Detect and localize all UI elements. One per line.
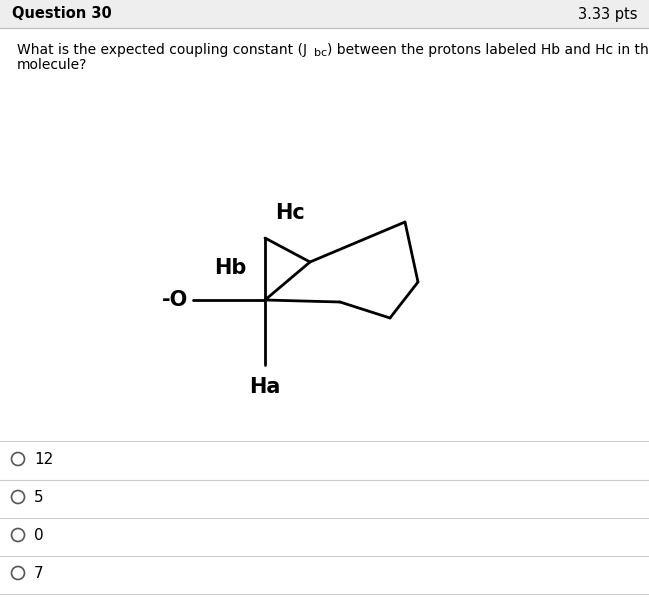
Text: Hb: Hb — [215, 258, 247, 278]
Text: Ha: Ha — [249, 377, 280, 397]
Circle shape — [12, 528, 25, 541]
Text: -O: -O — [162, 290, 188, 310]
Text: ) between the protons labeled Hb and Hc in the following: ) between the protons labeled Hb and Hc … — [327, 43, 649, 57]
Text: bc: bc — [314, 48, 327, 58]
Text: molecule?: molecule? — [17, 58, 88, 72]
Circle shape — [12, 491, 25, 504]
Text: Question 30: Question 30 — [12, 7, 112, 22]
Text: 0: 0 — [34, 528, 43, 542]
Text: 12: 12 — [34, 451, 53, 467]
Text: 3.33 pts: 3.33 pts — [578, 7, 637, 22]
Bar — [0, 0, 649, 28]
Text: Hc: Hc — [275, 203, 305, 223]
Text: 5: 5 — [34, 490, 43, 504]
Circle shape — [12, 566, 25, 579]
Circle shape — [12, 453, 25, 466]
Text: What is the expected coupling constant (J: What is the expected coupling constant (… — [17, 43, 307, 57]
Text: 7: 7 — [34, 566, 43, 581]
